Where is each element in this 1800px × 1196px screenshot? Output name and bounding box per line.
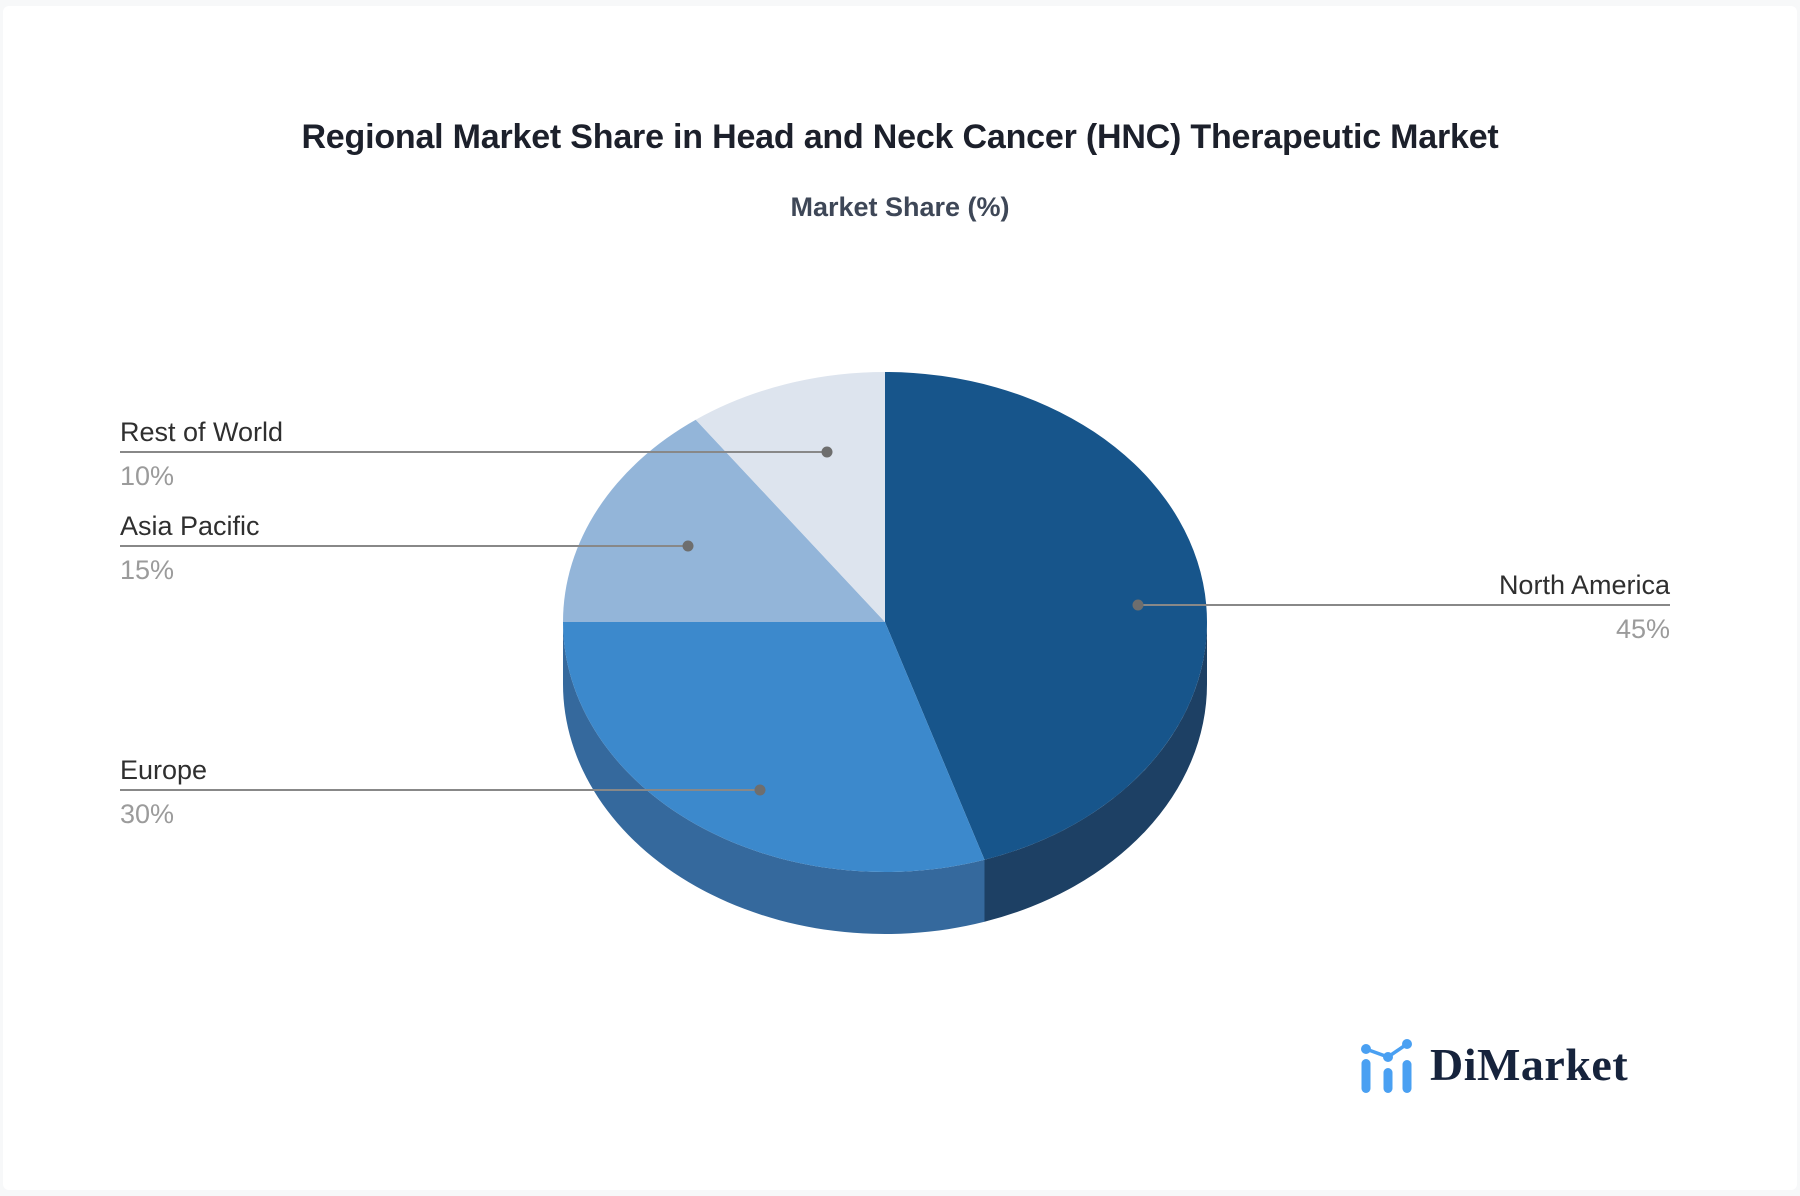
- dimarket-logo: DiMarket: [1358, 1036, 1628, 1094]
- bar-line-chart-icon: [1361, 1039, 1412, 1093]
- leader-dot-north-america: [1132, 599, 1144, 611]
- leader-dot-asia-pacific: [682, 540, 694, 552]
- logo-text: DiMarket: [1430, 1039, 1629, 1090]
- segment-label: Europe: [120, 755, 208, 785]
- pie-slice-asia-pacific: [563, 419, 885, 622]
- segment-label: North America: [1498, 570, 1670, 600]
- leader-dot-rest-of-world: [821, 446, 833, 458]
- segment-value: 10%: [120, 461, 175, 491]
- pie-slice-side-europe: [563, 622, 985, 934]
- leader-dot-europe: [754, 784, 766, 796]
- segment-value: 30%: [120, 799, 175, 829]
- segment-value: 15%: [120, 555, 175, 585]
- segment-label: Rest of World: [120, 417, 284, 447]
- pie-slice-side-north-america: [984, 622, 1207, 922]
- segment-label: Asia Pacific: [120, 511, 260, 541]
- pie-slice-rest-of-world: [695, 372, 885, 622]
- pie-slice-europe: [563, 622, 985, 873]
- chart-subtitle: Market Share (%): [790, 192, 1010, 222]
- pie-slice-north-america: [885, 372, 1207, 860]
- chart-title: Regional Market Share in Head and Neck C…: [301, 118, 1499, 156]
- segment-value: 45%: [1615, 614, 1670, 644]
